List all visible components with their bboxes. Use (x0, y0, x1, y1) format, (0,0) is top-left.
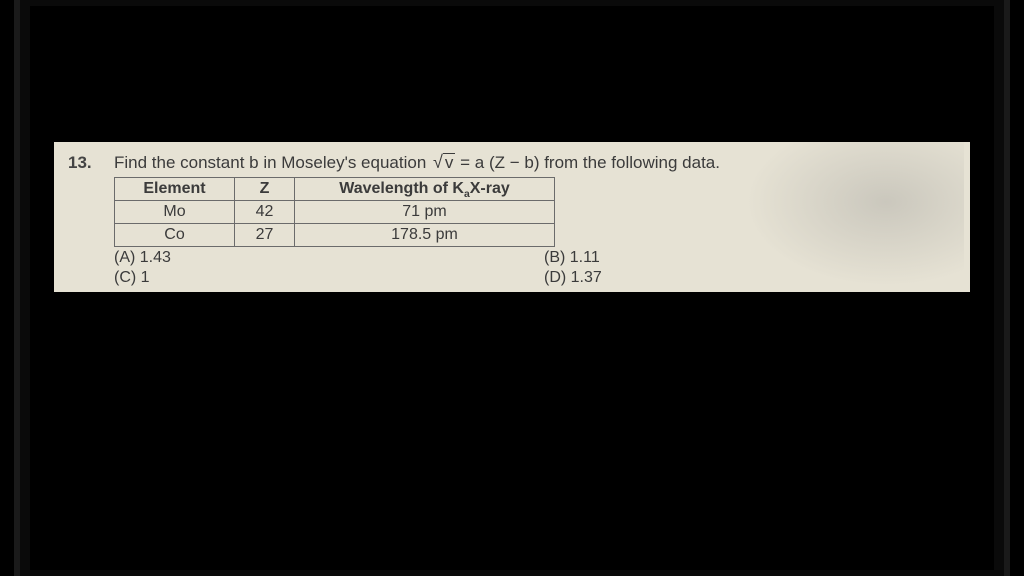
table-row: Mo 42 71 pm (115, 201, 555, 224)
cell-z: 27 (235, 224, 295, 247)
cell-element: Co (115, 224, 235, 247)
sqrt-argument: v (443, 153, 456, 171)
option-d[interactable]: (D) 1.37 (544, 269, 974, 287)
data-table: Element Z Wavelength of KaX-ray Mo 42 71… (114, 177, 555, 247)
table-header-row: Element Z Wavelength of KaX-ray (115, 178, 555, 201)
table-row: Co 27 178.5 pm (115, 224, 555, 247)
option-b[interactable]: (B) 1.11 (544, 249, 974, 267)
question-text: Find the constant b in Moseley's equatio… (114, 152, 720, 173)
cell-wavelength: 71 pm (295, 201, 555, 224)
cell-wavelength: 178.5 pm (295, 224, 555, 247)
question-prompt-prefix: Find the constant b in Moseley's equatio… (114, 153, 431, 172)
option-c[interactable]: (C) 1 (114, 269, 544, 287)
answer-options: (A) 1.43 (B) 1.11 (C) 1 (D) 1.37 (114, 249, 956, 287)
question-number: 13. (68, 153, 96, 173)
option-a[interactable]: (A) 1.43 (114, 249, 544, 267)
header-element: Element (115, 178, 235, 201)
question-header: 13. Find the constant b in Moseley's equ… (68, 152, 956, 173)
cell-z: 42 (235, 201, 295, 224)
cell-element: Mo (115, 201, 235, 224)
question-prompt-suffix: = a (Z − b) from the following data. (460, 153, 720, 172)
header-z: Z (235, 178, 295, 201)
question-card: 13. Find the constant b in Moseley's equ… (54, 142, 970, 292)
sqrt-symbol: v (431, 152, 455, 173)
header-wavelength: Wavelength of KaX-ray (295, 178, 555, 201)
